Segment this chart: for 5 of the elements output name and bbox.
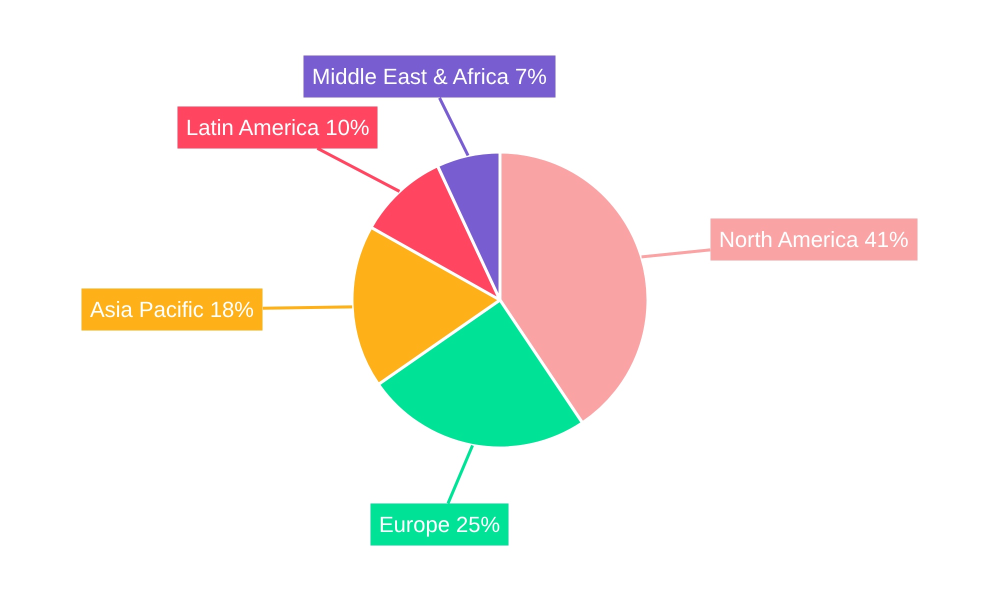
slice-label: Latin America 10%	[186, 115, 370, 140]
slice-label: Europe 25%	[379, 512, 500, 537]
slice-label: Middle East & Africa 7%	[312, 64, 547, 89]
slice-label: North America 41%	[719, 227, 909, 252]
slice-label: Asia Pacific 18%	[90, 297, 254, 322]
